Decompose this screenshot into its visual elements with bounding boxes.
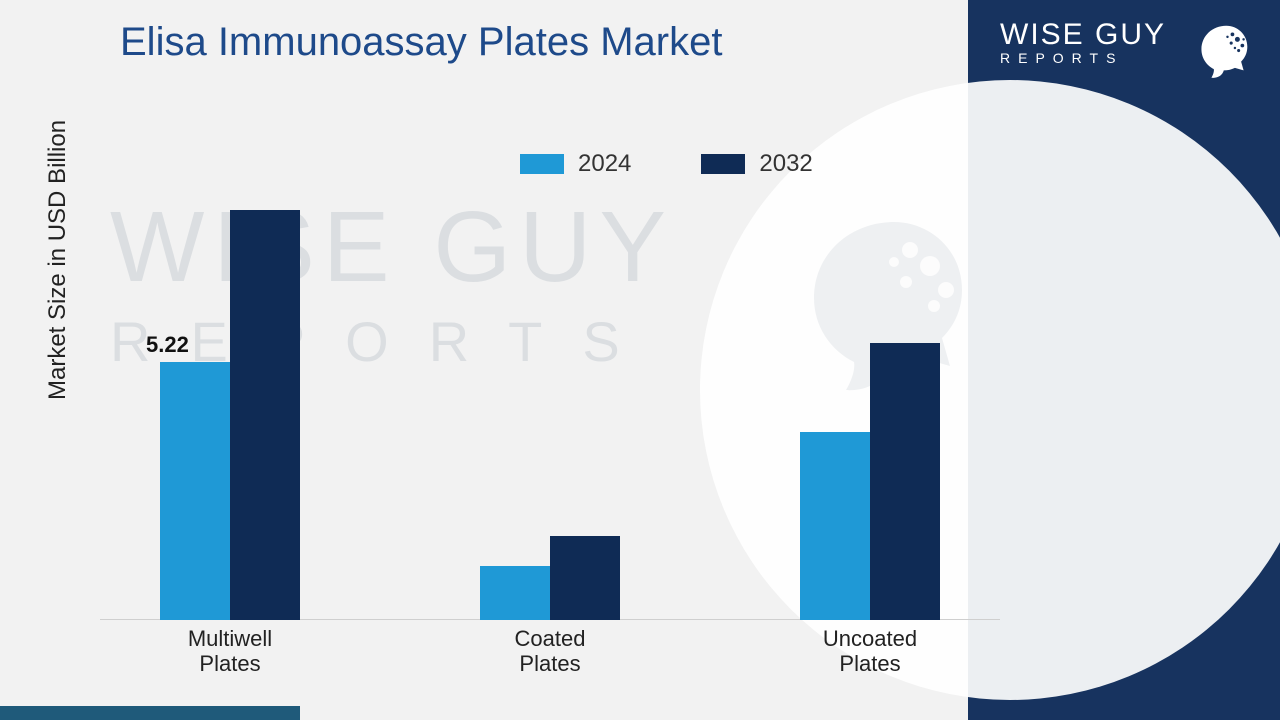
category-label-0: MultiwellPlates <box>150 620 310 677</box>
bar-2032-0 <box>230 210 300 620</box>
chart-canvas: Elisa Immunoassay Plates Market WISE GUY… <box>0 0 1280 720</box>
bar-2024-0 <box>160 362 230 620</box>
legend-label-2032: 2032 <box>759 150 812 178</box>
bottom-strip <box>0 706 300 720</box>
legend-item-2024: 2024 <box>520 150 631 178</box>
legend-item-2032: 2032 <box>701 150 812 178</box>
bar-2032-1 <box>550 536 620 620</box>
plot-area: 5.22 MultiwellPlates CoatedPlates Uncoat… <box>100 200 1000 620</box>
chart-title: Elisa Immunoassay Plates Market <box>120 20 722 65</box>
legend-label-2024: 2024 <box>578 150 631 178</box>
legend-swatch-2032 <box>701 154 745 174</box>
legend: 2024 2032 <box>520 150 813 178</box>
legend-swatch-2024 <box>520 154 564 174</box>
brand-logo: WISE GUY REPORTS <box>1000 18 1250 66</box>
bar-group-1: CoatedPlates <box>460 536 640 620</box>
bar-value-label-0: 5.22 <box>146 332 189 358</box>
bar-2024-2 <box>800 432 870 620</box>
bar-group-0: 5.22 MultiwellPlates <box>140 210 320 620</box>
category-label-2: UncoatedPlates <box>790 620 950 677</box>
bar-2024-1 <box>480 566 550 620</box>
bar-2032-2 <box>870 343 940 620</box>
category-label-1: CoatedPlates <box>470 620 630 677</box>
brand-head-icon <box>1194 22 1256 84</box>
y-axis-label: Market Size in USD Billion <box>44 120 72 400</box>
bar-group-2: UncoatedPlates <box>780 343 960 620</box>
